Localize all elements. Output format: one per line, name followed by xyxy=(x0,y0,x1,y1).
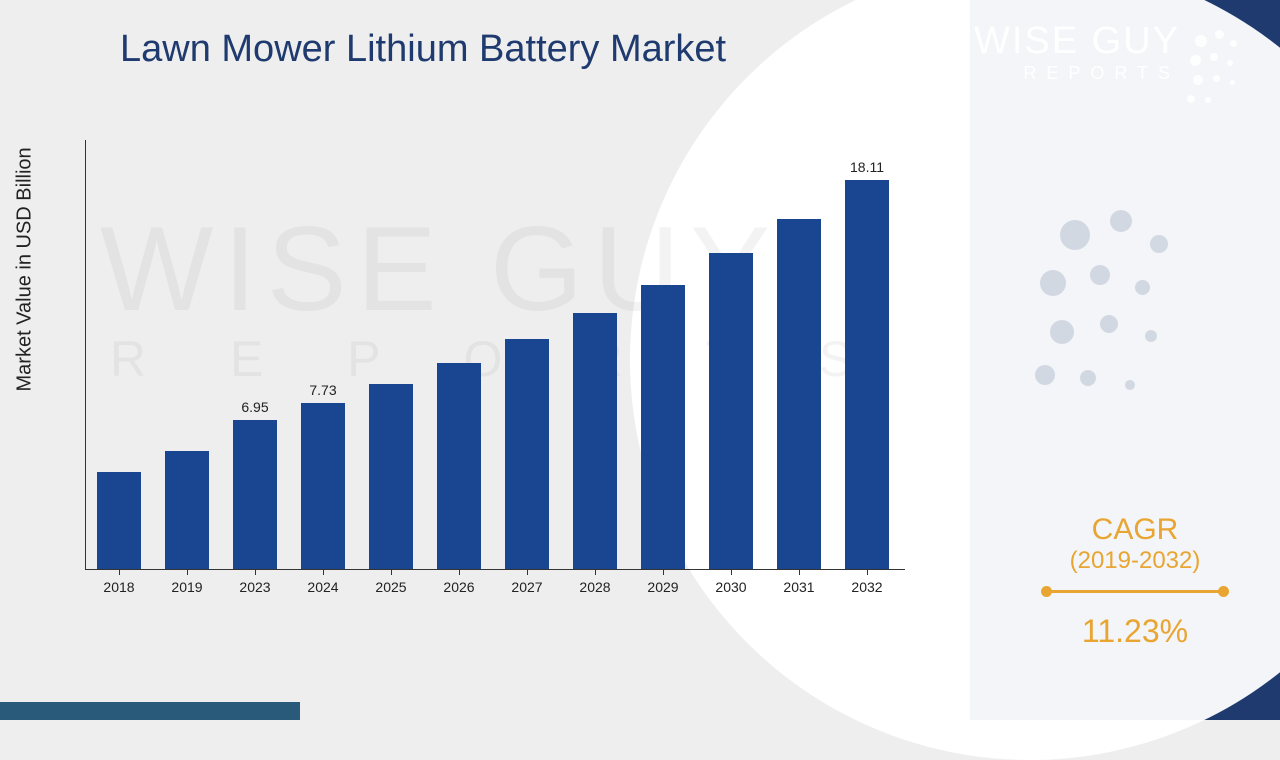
chart-area: 2018201920236.9520247.732025202620272028… xyxy=(85,140,905,570)
bar xyxy=(641,285,685,569)
bar-value-label: 18.11 xyxy=(837,159,897,175)
x-tick xyxy=(119,570,120,575)
cagr-value: 11.23% xyxy=(1045,613,1225,650)
x-tick-label: 2027 xyxy=(497,579,557,595)
y-axis-line xyxy=(85,140,86,570)
logo-text-main: WISE GUY xyxy=(974,20,1180,63)
x-axis-line xyxy=(85,569,905,570)
logo: WISE GUY REPORTS xyxy=(1044,20,1250,84)
bar xyxy=(709,253,753,569)
x-tick-label: 2026 xyxy=(429,579,489,595)
logo-text-sub: REPORTS xyxy=(974,63,1180,84)
bar-value-label: 7.73 xyxy=(293,382,353,398)
y-axis-label: Market Value in USD Billion xyxy=(14,147,37,391)
watermark-head-icon xyxy=(980,180,1260,460)
bar xyxy=(573,313,617,569)
cagr-title: CAGR xyxy=(1045,513,1225,547)
x-tick-label: 2032 xyxy=(837,579,897,595)
x-tick xyxy=(323,570,324,575)
bar xyxy=(845,180,889,569)
x-tick xyxy=(731,570,732,575)
x-tick-label: 2028 xyxy=(565,579,625,595)
bar xyxy=(777,219,821,569)
x-tick xyxy=(595,570,596,575)
chart-title: Lawn Mower Lithium Battery Market xyxy=(120,28,726,71)
cagr-divider-line xyxy=(1045,590,1225,593)
x-tick-label: 2030 xyxy=(701,579,761,595)
x-tick-label: 2031 xyxy=(769,579,829,595)
bar xyxy=(437,363,481,569)
bar xyxy=(233,420,277,569)
x-tick-label: 2029 xyxy=(633,579,693,595)
x-tick-label: 2019 xyxy=(157,579,217,595)
x-tick xyxy=(867,570,868,575)
x-tick-label: 2025 xyxy=(361,579,421,595)
bar xyxy=(301,403,345,569)
x-tick xyxy=(255,570,256,575)
cagr-box: CAGR (2019-2032) 11.23% xyxy=(1045,513,1225,650)
x-tick xyxy=(459,570,460,575)
x-tick xyxy=(391,570,392,575)
bar xyxy=(97,472,141,569)
x-tick-label: 2024 xyxy=(293,579,353,595)
x-tick xyxy=(663,570,664,575)
x-tick xyxy=(187,570,188,575)
bottom-accent-bar xyxy=(0,702,300,720)
x-tick-label: 2023 xyxy=(225,579,285,595)
x-tick-label: 2018 xyxy=(89,579,149,595)
x-tick xyxy=(527,570,528,575)
bar xyxy=(165,451,209,569)
cagr-period: (2019-2032) xyxy=(1045,547,1225,575)
bar xyxy=(505,339,549,569)
x-tick xyxy=(799,570,800,575)
bar-value-label: 6.95 xyxy=(225,399,285,415)
bar xyxy=(369,384,413,569)
brain-dots-icon xyxy=(1175,25,1255,115)
